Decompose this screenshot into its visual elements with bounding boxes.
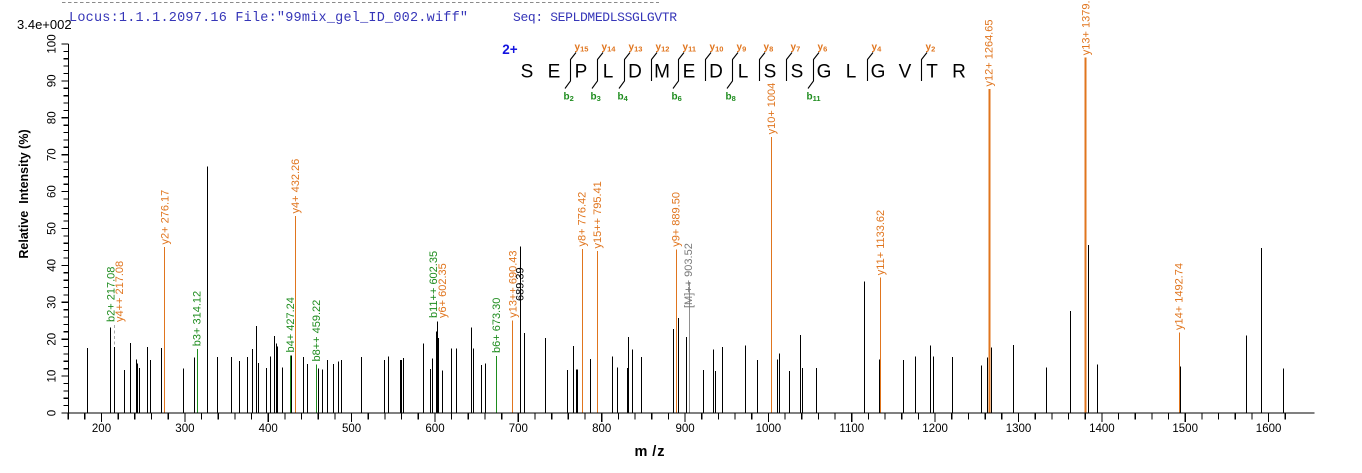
svg-text:b4+ 427.24: b4+ 427.24	[285, 297, 297, 352]
svg-text:G: G	[817, 62, 832, 83]
svg-text:m /z: m /z	[634, 444, 665, 460]
svg-text:y4: y4	[872, 42, 883, 54]
svg-text:1100: 1100	[839, 423, 864, 435]
svg-text:70: 70	[47, 148, 59, 161]
svg-text:0: 0	[47, 410, 59, 416]
svg-text:3.4e+002: 3.4e+002	[17, 17, 72, 32]
svg-text:60: 60	[47, 185, 59, 198]
svg-text:y9+ 889.50: y9+ 889.50	[671, 192, 683, 247]
svg-text:[M]++ 903.52: [M]++ 903.52	[683, 243, 695, 308]
svg-text:1400: 1400	[1089, 423, 1115, 435]
svg-text:2+: 2+	[502, 42, 518, 57]
svg-text:y4++ 217.08: y4++ 217.08	[114, 261, 126, 322]
svg-text:689.39: 689.39	[514, 267, 526, 301]
svg-text:y14+ 1492.74: y14+ 1492.74	[1174, 263, 1186, 330]
svg-text:y13++ 690.43: y13++ 690.43	[507, 251, 519, 318]
svg-text:b3: b3	[591, 92, 601, 104]
svg-text:y6: y6	[818, 42, 828, 54]
svg-text:y12: y12	[656, 42, 670, 54]
svg-text:y13+ 1379.6: y13+ 1379.6	[1080, 0, 1092, 55]
svg-text:30: 30	[47, 296, 59, 309]
svg-text:S: S	[791, 62, 804, 83]
svg-text:800: 800	[592, 423, 611, 435]
svg-text:1000: 1000	[756, 423, 782, 435]
svg-text:L: L	[738, 62, 749, 83]
svg-text:b6: b6	[672, 92, 682, 104]
svg-text:Locus:1.1.1.2097.16 File:"99mi: Locus:1.1.1.2097.16 File:"99mix_gel_ID_0…	[69, 11, 468, 26]
svg-text:10: 10	[47, 370, 59, 383]
svg-text:P: P	[575, 62, 588, 83]
svg-text:y2+ 276.17: y2+ 276.17	[159, 190, 171, 245]
svg-text:y6+ 602.35: y6+ 602.35	[437, 263, 449, 318]
svg-text:b6+ 673.30: b6+ 673.30	[491, 298, 503, 353]
svg-text:1500: 1500	[1172, 423, 1198, 435]
svg-text:100: 100	[47, 34, 59, 53]
svg-text:Seq: SEPLDMEDLSSGLGVTR: Seq: SEPLDMEDLSSGLGVTR	[513, 10, 677, 25]
svg-text:Relative Intensity (%): Relative Intensity (%)	[17, 129, 31, 258]
svg-text:20: 20	[47, 333, 59, 346]
svg-text:E: E	[548, 62, 561, 83]
svg-text:1200: 1200	[922, 423, 948, 435]
svg-text:y14: y14	[602, 42, 617, 54]
svg-text:y15++ 795.41: y15++ 795.41	[592, 181, 604, 248]
svg-text:b4: b4	[618, 92, 629, 104]
svg-text:400: 400	[259, 423, 278, 435]
svg-text:y4+ 432.26: y4+ 432.26	[290, 159, 302, 214]
svg-text:b11: b11	[807, 92, 821, 104]
svg-text:b11++ 602.35: b11++ 602.35	[428, 251, 440, 318]
svg-text:b8++ 459.22: b8++ 459.22	[311, 300, 323, 362]
svg-text:L: L	[846, 62, 857, 83]
svg-text:L: L	[603, 62, 614, 83]
svg-text:y8+ 776.42: y8+ 776.42	[577, 192, 589, 247]
svg-text:b2: b2	[564, 92, 574, 104]
svg-text:300: 300	[175, 423, 194, 435]
svg-text:T: T	[926, 62, 938, 83]
svg-text:y15: y15	[575, 42, 589, 54]
svg-text:y8: y8	[764, 42, 774, 54]
svg-text:M: M	[654, 62, 670, 83]
svg-text:200: 200	[92, 423, 111, 435]
svg-text:R: R	[952, 62, 966, 83]
svg-text:b3+ 314.12: b3+ 314.12	[192, 291, 204, 346]
svg-text:y2: y2	[926, 42, 936, 54]
svg-text:E: E	[683, 62, 696, 83]
svg-text:D: D	[628, 62, 642, 83]
svg-text:y11: y11	[683, 42, 697, 54]
svg-text:80: 80	[47, 111, 59, 124]
svg-text:y10+ 1004: y10+ 1004	[766, 83, 778, 135]
svg-text:y10: y10	[710, 42, 724, 54]
svg-text:y9: y9	[737, 42, 747, 54]
svg-text:50: 50	[47, 222, 59, 235]
svg-text:900: 900	[676, 423, 695, 435]
svg-text:700: 700	[509, 423, 528, 435]
svg-text:G: G	[871, 62, 886, 83]
svg-text:500: 500	[342, 423, 361, 435]
svg-text:1600: 1600	[1256, 423, 1282, 435]
svg-text:y7: y7	[791, 42, 801, 54]
svg-text:40: 40	[47, 259, 59, 272]
svg-text:90: 90	[47, 75, 59, 88]
svg-text:b8: b8	[726, 92, 736, 104]
svg-text:y12+ 1264.65: y12+ 1264.65	[984, 20, 996, 87]
svg-text:V: V	[899, 62, 912, 83]
svg-text:y13: y13	[629, 42, 643, 54]
svg-text:D: D	[709, 62, 723, 83]
svg-text:S: S	[521, 62, 534, 83]
svg-text:b2+ 217.08: b2+ 217.08	[106, 267, 118, 322]
svg-text:S: S	[764, 62, 777, 83]
svg-text:600: 600	[425, 423, 444, 435]
svg-text:y11+ 1133.62: y11+ 1133.62	[875, 210, 887, 275]
svg-text:1300: 1300	[1006, 423, 1032, 435]
